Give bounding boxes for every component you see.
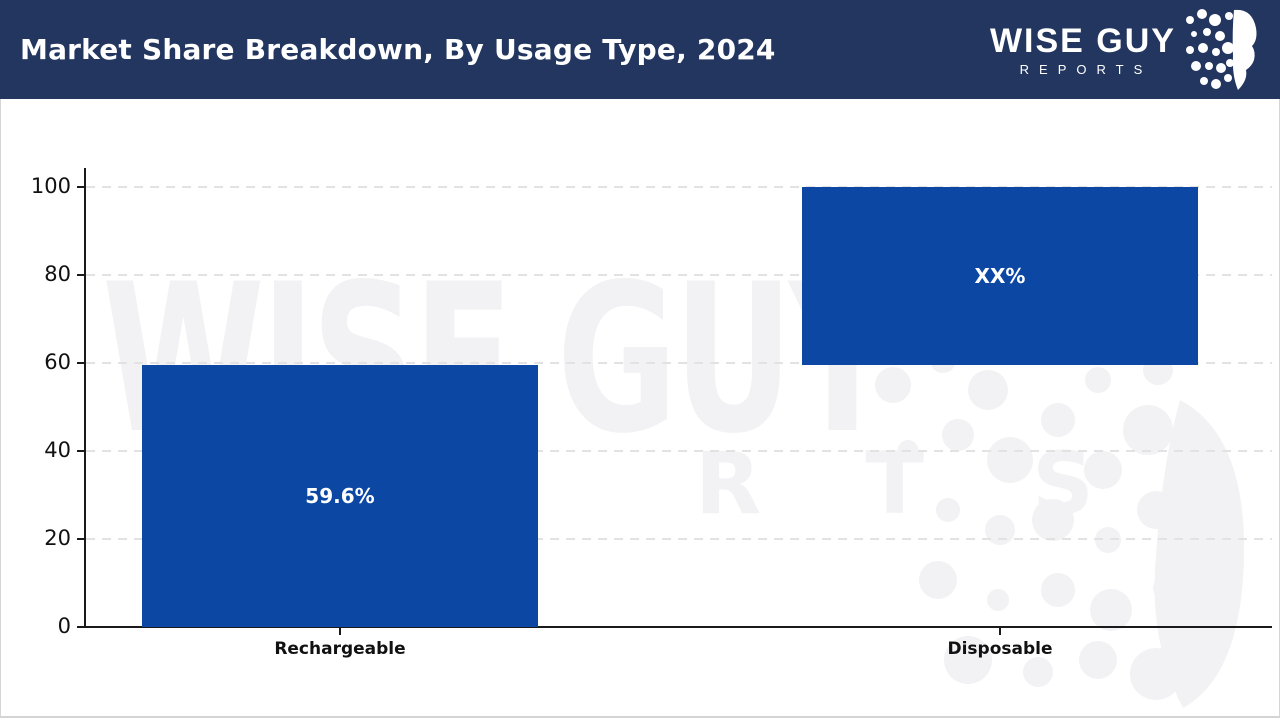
y-tick-label-20: 20 [44, 526, 71, 550]
y-tick-label-100: 100 [30, 174, 71, 198]
gridline-80 [86, 274, 1272, 276]
y-axis-line [84, 168, 86, 628]
gridline-100 [86, 186, 1272, 188]
y-tick-label-80: 80 [44, 262, 71, 286]
y-tick-mark-20 [77, 538, 85, 540]
brand-subtitle: REPORTS [1019, 61, 1153, 77]
x-tick-mark-disposable [999, 628, 1001, 635]
x-tick-mark-rechargeable [339, 628, 341, 635]
bottom-border-line [0, 716, 1280, 718]
watermark-reports-letters: RTS [695, 434, 1202, 534]
y-tick-label-0: 0 [57, 614, 71, 638]
gridline-40 [86, 450, 1272, 452]
bar-value-label-rechargeable: 59.6% [305, 484, 375, 508]
x-axis-line [84, 626, 1272, 628]
header-bar: Market Share Breakdown, By Usage Type, 2… [0, 0, 1280, 99]
gridline-60 [86, 362, 1272, 364]
bar-disposable: XX% [802, 187, 1198, 365]
bar-rechargeable: 59.6% [142, 365, 538, 627]
y-tick-label-40: 40 [44, 438, 71, 462]
gridline-20 [86, 538, 1272, 540]
y-tick-label-60: 60 [44, 350, 71, 374]
y-tick-mark-80 [77, 274, 85, 276]
chart-title: Market Share Breakdown, By Usage Type, 2… [20, 33, 776, 66]
x-tick-label-rechargeable: Rechargeable [274, 639, 406, 659]
brand-face-icon [1186, 8, 1257, 90]
y-tick-mark-0 [77, 626, 85, 628]
bar-value-label-disposable: XX% [974, 264, 1026, 288]
brand-logo: WISE GUY REPORTS [990, 6, 1260, 94]
brand-name: WISE GUY [989, 21, 1176, 60]
x-tick-label-disposable: Disposable [947, 639, 1053, 659]
brand-logo-text: WISE GUY REPORTS [990, 24, 1176, 76]
y-tick-mark-100 [77, 186, 85, 188]
y-tick-mark-40 [77, 450, 85, 452]
y-tick-mark-60 [77, 362, 85, 364]
